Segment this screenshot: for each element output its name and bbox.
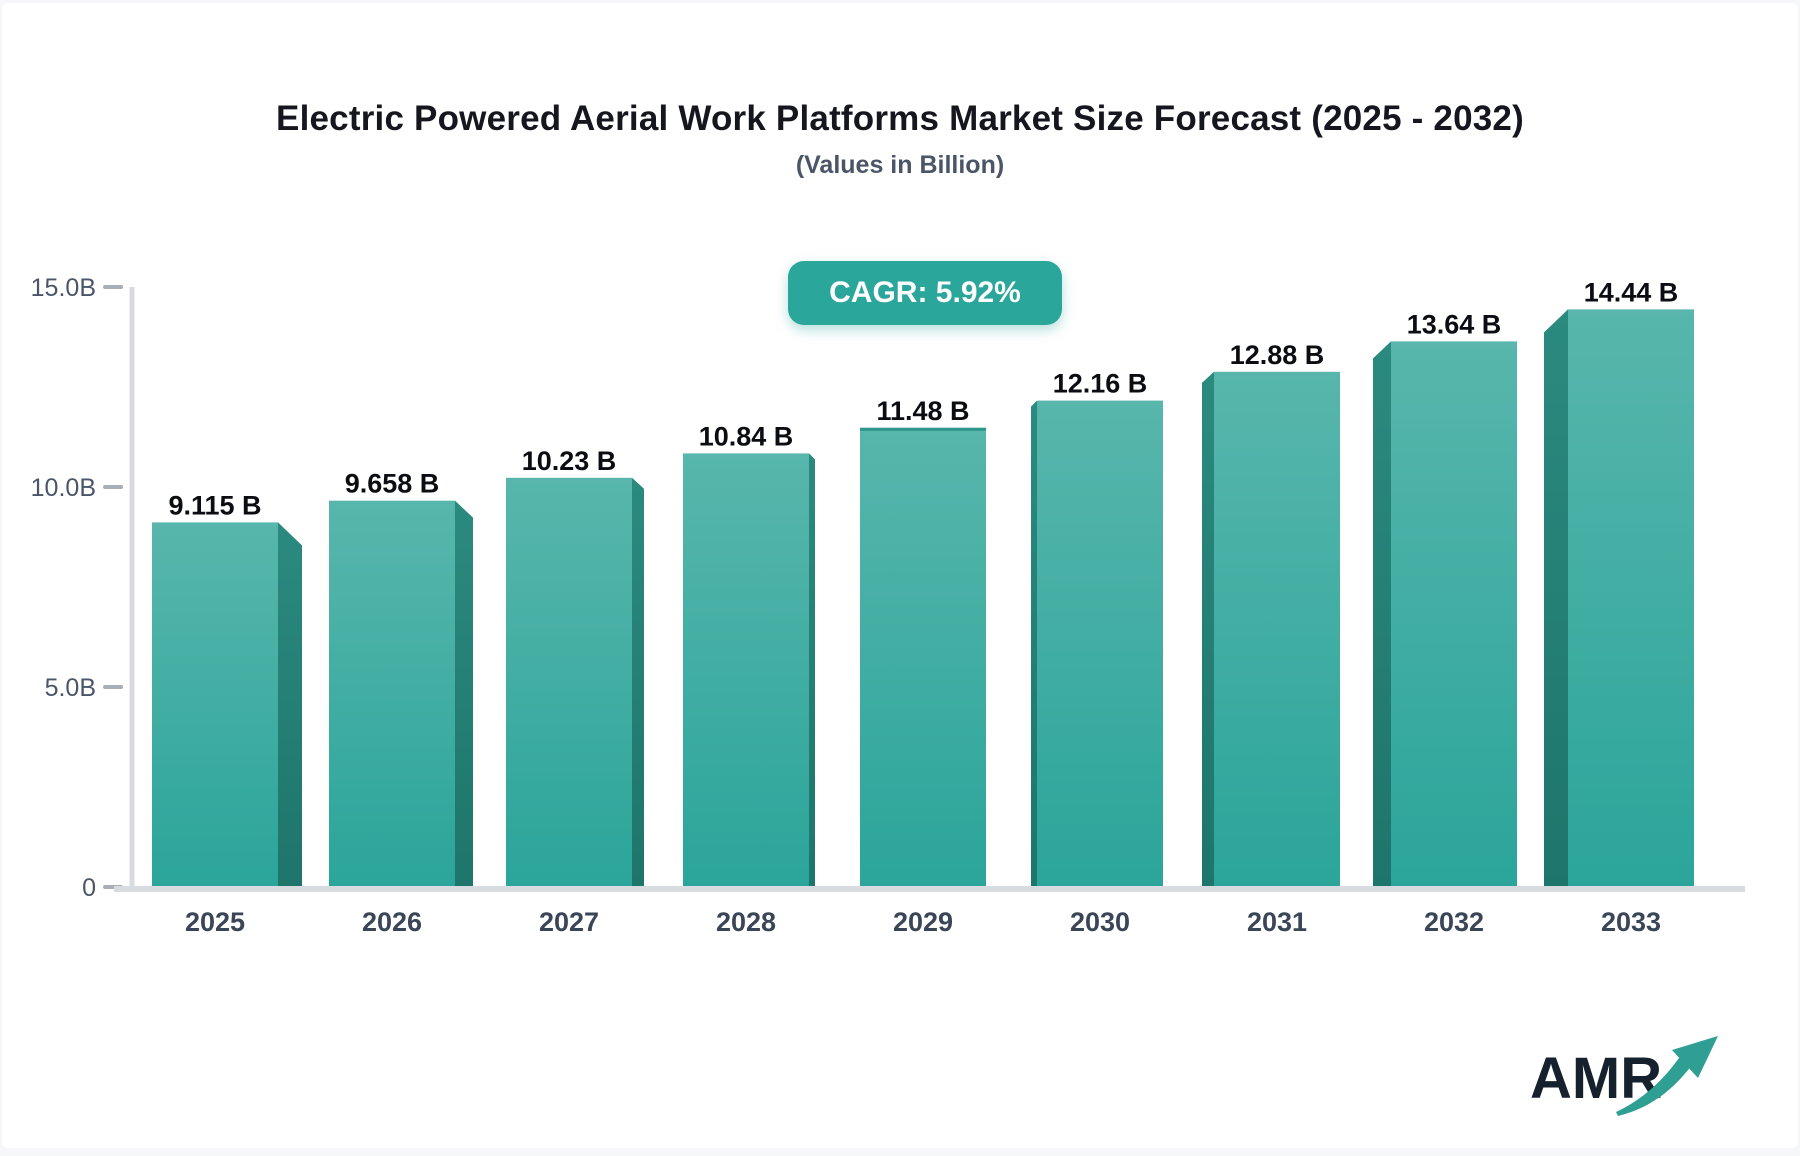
y-axis-line	[129, 287, 135, 891]
y-tick-label: 5.0B	[45, 674, 96, 702]
y-tick-label: 15.0B	[31, 274, 96, 302]
bar-side	[1202, 371, 1214, 886]
x-category-label: 2033	[1601, 907, 1661, 937]
bar-front	[1391, 341, 1517, 886]
y-tick	[103, 685, 123, 689]
bar-value-label: 11.48 B	[876, 396, 969, 426]
x-category-label: 2026	[362, 907, 422, 937]
x-category-label: 2031	[1247, 907, 1307, 937]
x-axis-line	[114, 886, 1745, 892]
bar-value-label: 10.84 B	[699, 421, 794, 451]
amr-logo: AMR	[1522, 1028, 1752, 1128]
bar-front	[1568, 309, 1694, 886]
bar-front	[1214, 371, 1340, 886]
page-title: Electric Powered Aerial Work Platforms M…	[276, 99, 1524, 138]
bar-front	[860, 427, 986, 886]
y-tick-label: 0	[82, 874, 96, 902]
y-tick	[103, 285, 123, 289]
x-category-label: 2028	[716, 907, 776, 937]
bar-side	[632, 477, 644, 886]
bar-top-edge	[860, 427, 986, 431]
bar-value-label: 12.88 B	[1230, 340, 1325, 370]
bar-value-label: 13.64 B	[1407, 309, 1502, 339]
bar-side	[278, 522, 302, 886]
bar-front	[329, 500, 455, 886]
x-category-label: 2032	[1424, 907, 1484, 937]
cagr-badge: CAGR: 5.92%	[788, 261, 1062, 325]
bar-front	[506, 477, 632, 886]
chart-subtitle: (Values in Billion)	[795, 151, 1005, 179]
bar-side	[1031, 400, 1037, 886]
x-category-label: 2027	[539, 907, 599, 937]
x-category-label: 2029	[893, 907, 953, 937]
bar-side	[1373, 341, 1391, 886]
bar-side	[1544, 309, 1568, 886]
amr-logo-graphic: AMR	[1530, 1036, 1718, 1116]
x-category-label: 2025	[185, 907, 245, 937]
growth-arrow-icon	[1616, 1036, 1718, 1116]
bar-front	[152, 522, 278, 886]
chart-card: Electric Powered Aerial Work Platforms M…	[2, 3, 1798, 1148]
y-tick	[103, 485, 123, 489]
x-category-label: 2030	[1070, 907, 1130, 937]
bar-side	[455, 500, 473, 886]
bar-value-label: 9.115 B	[168, 490, 261, 520]
bar-side	[809, 453, 815, 886]
market-size-bar-chart: 0 5.0B 10.0B 15.0B 9.115 B 9.658 B 10.23 B 10.8…	[31, 274, 1745, 937]
bar-value-label: 10.23 B	[522, 446, 617, 476]
bar-value-label: 14.44 B	[1584, 277, 1679, 307]
bar-value-label: 9.658 B	[345, 469, 440, 499]
bar-value-label: 12.16 B	[1053, 369, 1148, 399]
bar-front	[1037, 400, 1163, 886]
y-tick-label: 10.0B	[31, 474, 96, 502]
bar-front	[683, 453, 809, 886]
